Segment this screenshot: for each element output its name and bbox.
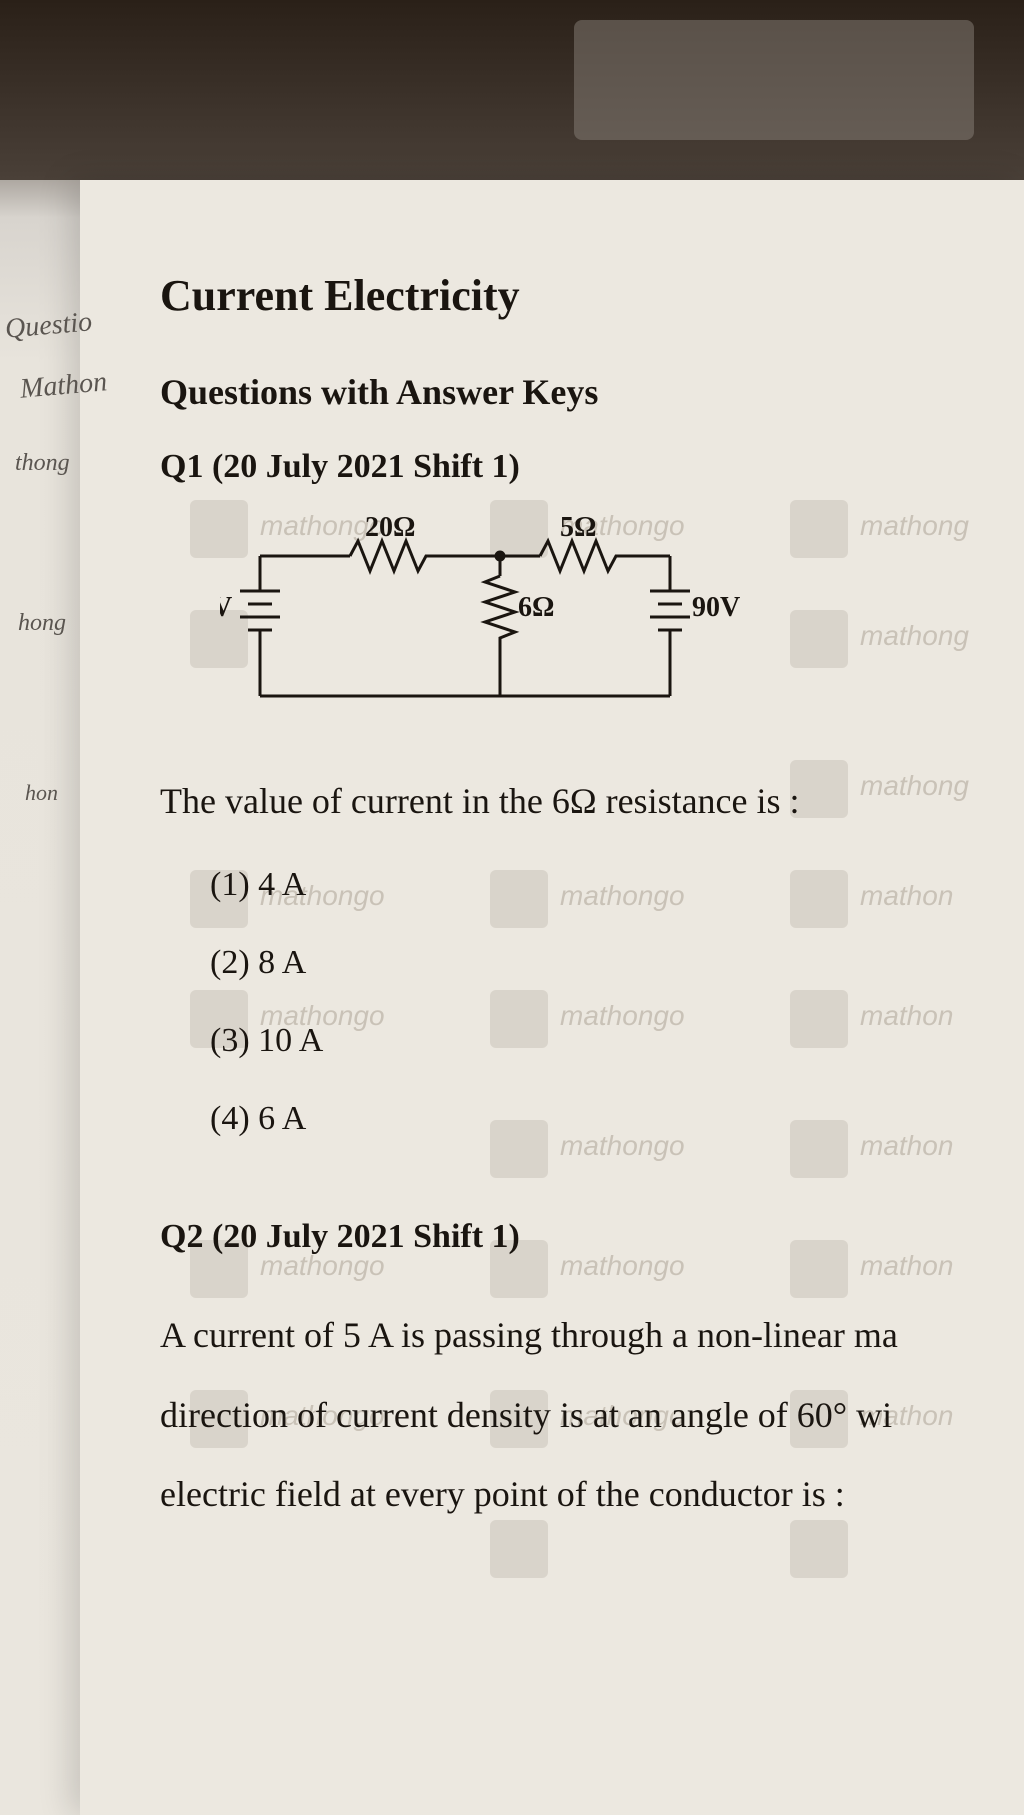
section-title: Questions with Answer Keys (160, 371, 1004, 413)
circuit-diagram: 20Ω 5Ω 6Ω 140V 90V (220, 516, 740, 726)
question2-label: Q2 (20 July 2021 Shift 1) (160, 1218, 1004, 1256)
resistor-r3-label: 6Ω (518, 592, 554, 623)
side-cropped-text: thong (15, 450, 70, 477)
side-cropped-text: hong (18, 610, 66, 637)
option-4: (4) 6 A (210, 1100, 1004, 1138)
question2-text: A current of 5 A is passing through a no… (160, 1296, 1004, 1534)
side-cropped-text: hon (25, 780, 58, 806)
photo-top-edge (0, 0, 1024, 180)
battery-v1-label: 140V (220, 592, 232, 623)
question-text: The value of current in the 6Ω resistanc… (160, 776, 1004, 826)
battery-v2-label: 90V (692, 592, 740, 623)
decorative-border (574, 20, 974, 140)
option-1: (1) 4 A (210, 866, 1004, 904)
question-label: Q1 (20 July 2021 Shift 1) (160, 448, 1004, 486)
resistor-r2-label: 5Ω (560, 516, 596, 543)
q2-line1: A current of 5 A is passing through a no… (160, 1296, 1004, 1375)
page-content: Current Electricity Questions with Answe… (160, 270, 1004, 1534)
q2-line3: electric field at every point of the con… (160, 1455, 1004, 1534)
option-2: (2) 8 A (210, 944, 1004, 982)
option-3: (3) 10 A (210, 1022, 1004, 1060)
chapter-title: Current Electricity (160, 270, 1004, 321)
resistor-r1-label: 20Ω (365, 516, 415, 543)
q2-line2: direction of current density is at an an… (160, 1376, 1004, 1455)
